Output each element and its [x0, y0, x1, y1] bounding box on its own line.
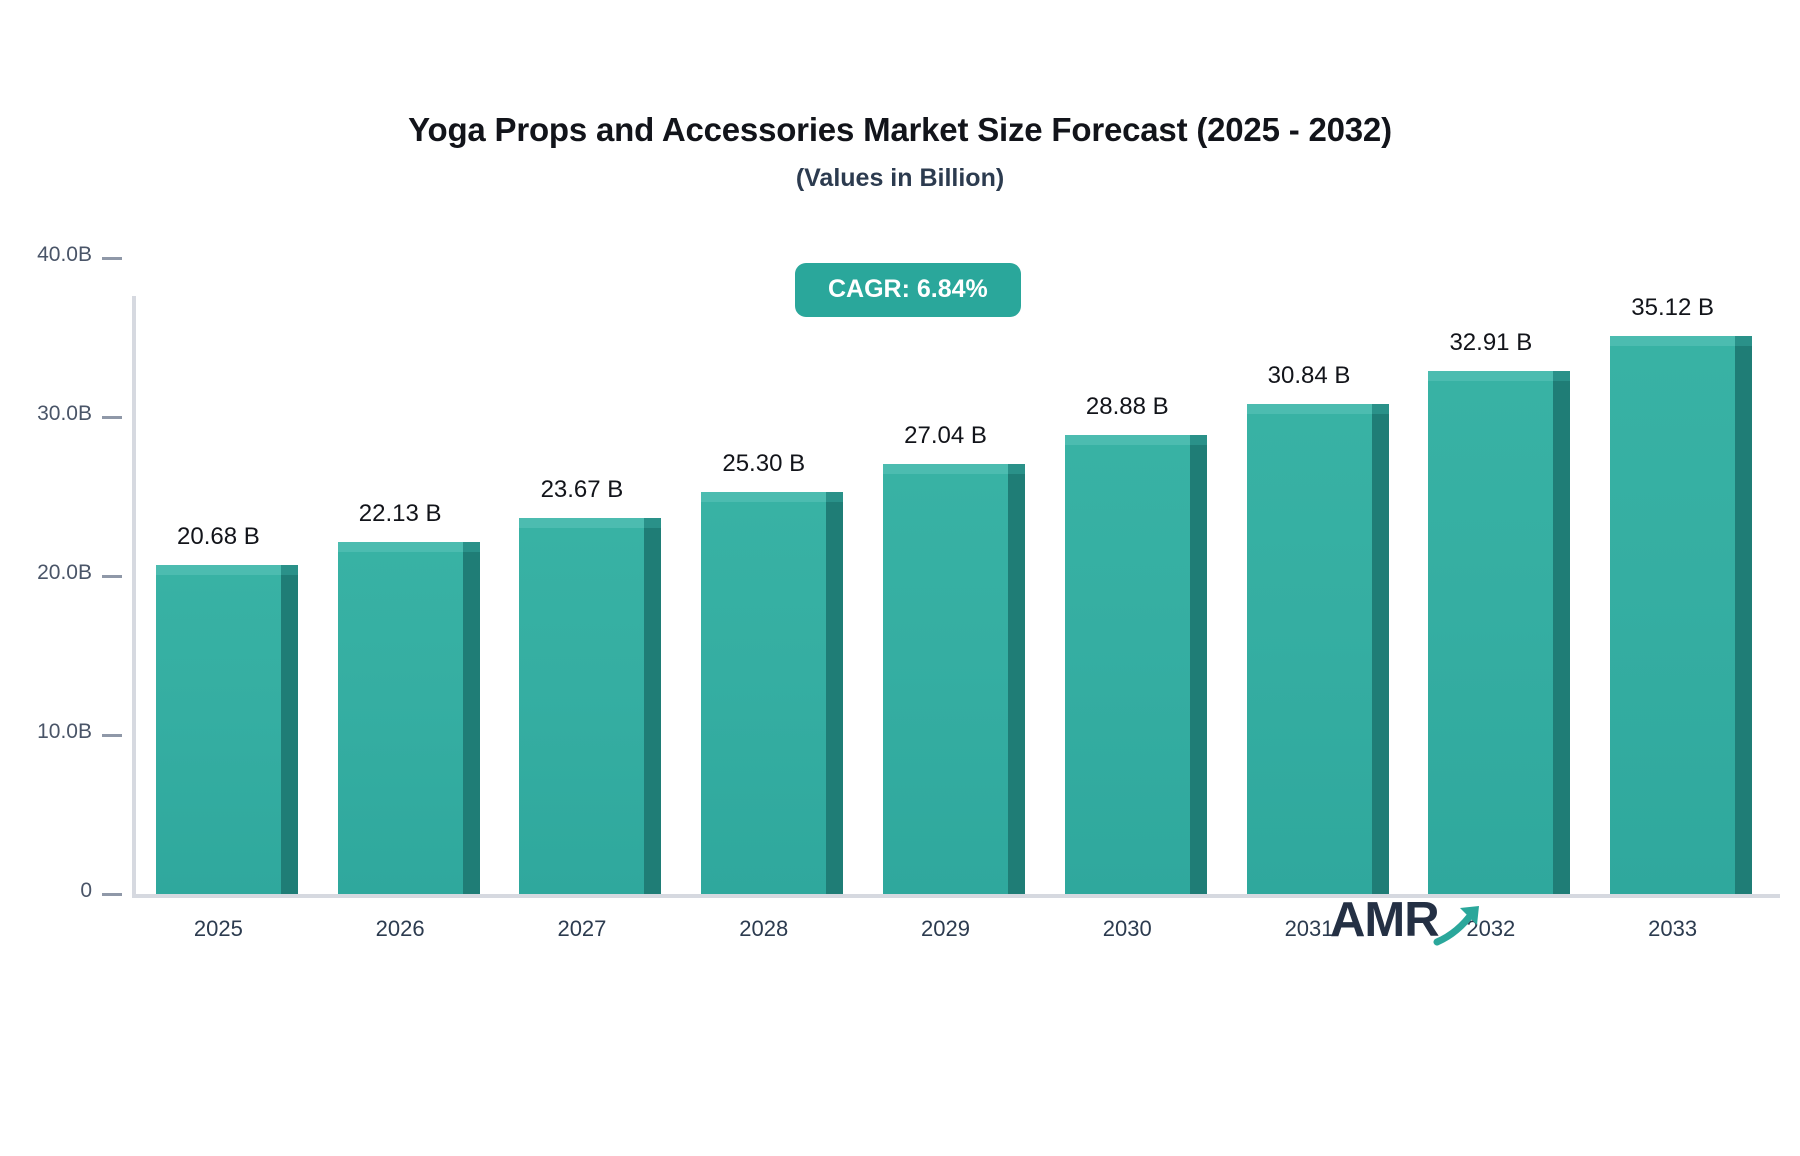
x-axis-label: 2029 [921, 916, 970, 941]
amr-logo: AMR [1330, 896, 1489, 953]
bar-top-face [337, 542, 463, 553]
bar-front-face [1610, 335, 1736, 894]
bar-top-face [1064, 434, 1190, 445]
bar[interactable]: 27.04 B 2029 [883, 422, 1025, 941]
bar-side-face [1553, 380, 1571, 894]
y-axis-tick-dash [102, 893, 122, 896]
y-axis-tick-dash [102, 734, 122, 737]
bar-front-face [1246, 403, 1372, 894]
y-axis-tick-label: 20.0B [37, 561, 92, 584]
bar-value-label: 30.84 B [1267, 361, 1351, 389]
y-axis-tick-label: 10.0B [37, 720, 92, 743]
bar-value-label: 32.91 B [1449, 328, 1533, 356]
bar-side-face [826, 501, 844, 894]
y-axis-tick-dash [102, 416, 122, 419]
bar[interactable]: 35.12 B 2033 [1610, 294, 1753, 941]
chart-title: Yoga Props and Accessories Market Size F… [408, 111, 1392, 148]
bar-top-side-face [1735, 335, 1753, 346]
bar-side-face [462, 552, 480, 894]
bar-top-side-face [462, 542, 480, 553]
y-axis-tick-dash [102, 257, 122, 260]
bar-top-side-face [1553, 370, 1571, 381]
bar-value-label: 35.12 B [1631, 293, 1714, 321]
bar-front-face [155, 565, 281, 894]
cagr-badge: CAGR: 6.84% [795, 263, 1021, 317]
y-axis-tick-label: 30.0B [37, 402, 92, 425]
y-axis-tick-label: 0 [80, 879, 92, 902]
x-axis-label: 2026 [375, 916, 425, 941]
x-axis-label: 2033 [1648, 916, 1698, 941]
bar-top-side-face [826, 491, 844, 502]
amr-logo-text: AMR [1330, 893, 1440, 947]
arrow-up-right-icon [1433, 902, 1489, 953]
bar-top-side-face [1189, 434, 1207, 445]
bar-top-face [1246, 403, 1372, 414]
bar-value-label: 20.68 B [177, 523, 260, 551]
bar-top-face [701, 491, 827, 502]
bar-front-face [883, 464, 1008, 894]
bar-top-face [155, 565, 281, 576]
y-axis-line [132, 296, 136, 896]
bar-side-face [644, 527, 662, 894]
chart-subtitle: (Values in Billion) [795, 164, 1005, 193]
x-axis-label: 2028 [739, 916, 789, 941]
x-axis-label: 2025 [193, 916, 243, 941]
bar-value-label: 25.30 B [722, 449, 806, 477]
bar-top-side-face [1371, 403, 1389, 414]
bar[interactable]: 30.84 B 2031 [1246, 362, 1389, 941]
bar-front-face [337, 542, 463, 894]
bar-front-face [1064, 434, 1190, 894]
bar-top-face [519, 517, 645, 528]
x-axis-label: 2031 [1284, 916, 1334, 941]
bar[interactable]: 23.67 B 2027 [519, 476, 662, 941]
bar-value-label: 23.67 B [540, 475, 624, 503]
bar-top-face [1610, 335, 1736, 346]
bar-side-face [1008, 474, 1025, 894]
bar-side-face [1371, 413, 1389, 894]
bar-value-label: 27.04 B [904, 422, 987, 450]
bar[interactable]: 28.88 B 2030 [1064, 393, 1207, 941]
x-axis-line [132, 894, 1780, 898]
bar-side-face [1735, 345, 1753, 894]
bar-value-label: 28.88 B [1085, 392, 1169, 420]
bar[interactable]: 32.91 B 2032 [1428, 329, 1571, 941]
bar[interactable]: 22.13 B 2026 [337, 500, 480, 941]
x-axis-label: 2027 [557, 916, 607, 941]
bar-top-face [1428, 370, 1554, 381]
bar-side-face [1189, 444, 1207, 894]
bar[interactable]: 20.68 B 2025 [155, 523, 298, 941]
bar-side-face [280, 575, 298, 894]
bar-top-side-face [644, 517, 662, 528]
bar-top-side-face [280, 565, 298, 576]
bar-value-label: 22.13 B [358, 500, 442, 528]
bar-top-side-face [1008, 464, 1025, 475]
x-axis-label: 2030 [1102, 916, 1152, 941]
bar-front-face [1428, 370, 1554, 894]
y-axis-tick-dash [102, 575, 122, 578]
chart-header: Yoga Props and Accessories Market Size F… [0, 0, 1800, 193]
bar-top-face [883, 464, 1008, 475]
bar-front-face [519, 517, 645, 894]
bar[interactable]: 25.30 B 2028 [701, 450, 844, 941]
y-axis-tick-label: 40.0B [37, 243, 92, 266]
bar-front-face [701, 491, 827, 894]
